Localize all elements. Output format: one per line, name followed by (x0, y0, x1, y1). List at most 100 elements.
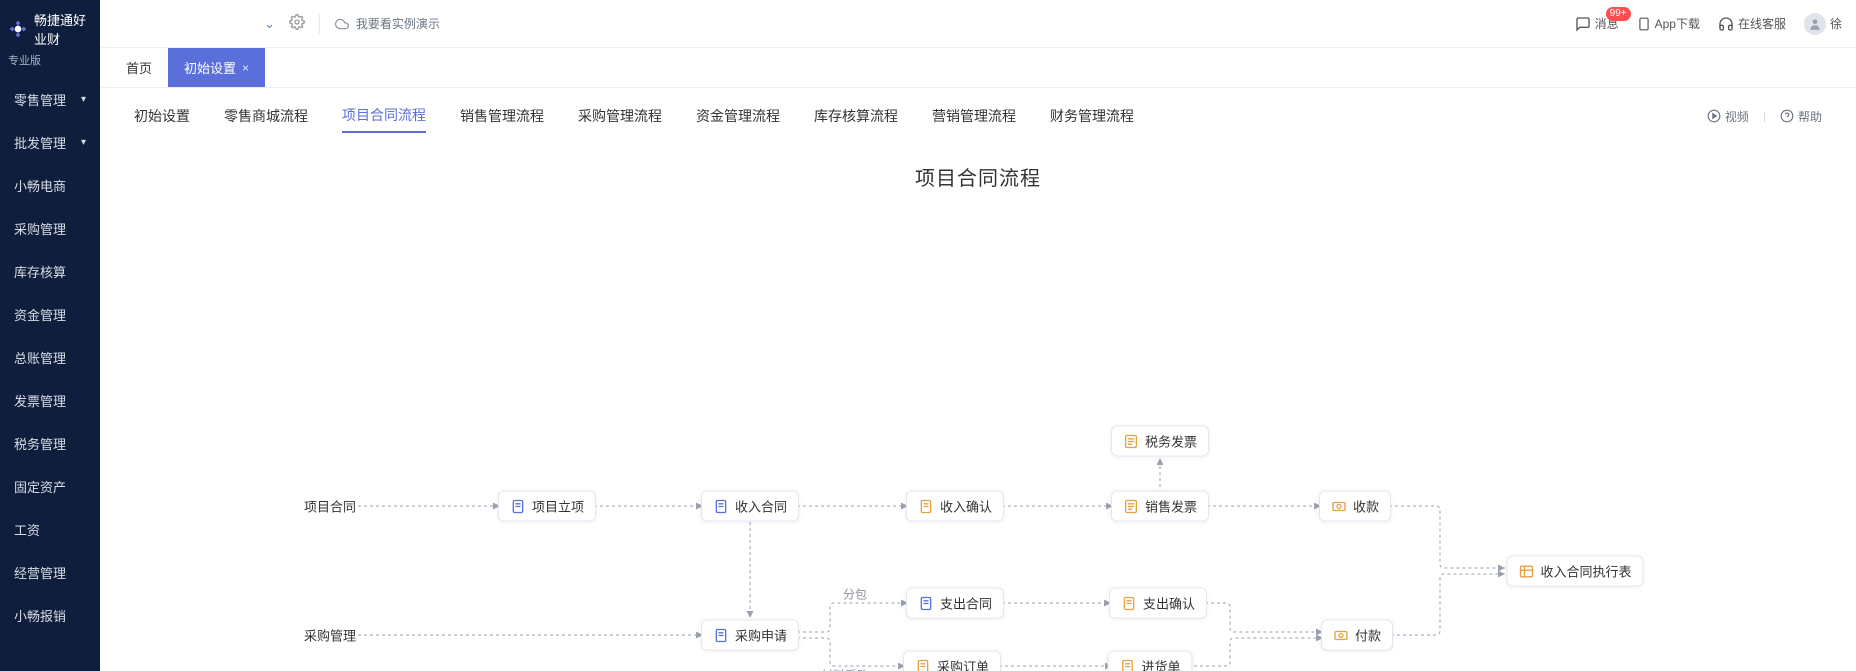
flow-node[interactable]: 销售发票 (1111, 491, 1209, 522)
sidebar-item-label: 工资 (14, 520, 40, 539)
sidebar-item-label: 小畅报销 (14, 606, 66, 625)
subtab[interactable]: 销售管理流程 (460, 100, 544, 132)
flow-node[interactable]: 收入合同 (701, 491, 799, 522)
sidebar-item-label: 总账管理 (14, 348, 66, 367)
flow-node[interactable]: 支出确认 (1109, 588, 1207, 619)
flow-node[interactable]: 付款 (1321, 620, 1393, 651)
sidebar-item[interactable]: 税务管理 (0, 422, 100, 465)
flow-node-label: 采购申请 (735, 626, 787, 645)
page-tab[interactable]: 初始设置 × (168, 48, 265, 87)
flow-node-label: 采购订单 (937, 657, 989, 671)
support-button[interactable]: 在线客服 (1718, 15, 1786, 32)
doc-icon (918, 595, 934, 611)
sidebar-item[interactable]: 发票管理 (0, 379, 100, 422)
subtab[interactable]: 初始设置 (134, 100, 190, 132)
chevron-down-icon: ▾ (81, 137, 86, 148)
flow-node-label: 付款 (1355, 626, 1381, 645)
help-button[interactable]: 帮助 (1780, 108, 1822, 125)
flow-node-label: 收入确认 (940, 497, 992, 516)
sidebar-item[interactable]: 批发管理 ▾ (0, 121, 100, 164)
sidebar-item[interactable]: 采购管理 (0, 207, 100, 250)
user-name: 徐 (1830, 15, 1842, 32)
money-icon (1331, 498, 1347, 514)
flow-node[interactable]: 支出合同 (906, 588, 1004, 619)
flow-edge-label: 材料采购 (821, 667, 869, 671)
org-switcher[interactable]: ⌄ (114, 16, 275, 32)
doc-icon (713, 498, 729, 514)
sidebar-item-label: 零售管理 (14, 90, 66, 109)
doc-icon (918, 498, 934, 514)
cloud-icon (334, 17, 350, 31)
sidebar-item[interactable]: 库存核算 (0, 250, 100, 293)
gear-icon[interactable] (289, 14, 305, 33)
flow-node-label: 销售发票 (1145, 497, 1197, 516)
close-icon[interactable]: × (242, 61, 249, 75)
tab-label: 首页 (126, 58, 152, 77)
flow-node[interactable]: 进货单 (1107, 651, 1192, 671)
subtab[interactable]: 营销管理流程 (932, 100, 1016, 132)
invoice-icon (1123, 433, 1139, 449)
sidebar-item[interactable]: 固定资产 (0, 465, 100, 508)
sidebar: 畅捷通好业财 专业版 零售管理▾批发管理▾小畅电商采购管理库存核算资金管理总账管… (0, 0, 100, 671)
sidebar-item[interactable]: 工资 (0, 508, 100, 551)
subtab[interactable]: 财务管理流程 (1050, 100, 1134, 132)
sidebar-item-label: 采购管理 (14, 219, 66, 238)
subtab[interactable]: 采购管理流程 (578, 100, 662, 132)
flow-node[interactable]: 采购订单 (903, 651, 1001, 671)
help-icon (1780, 109, 1794, 123)
subtab-row: 初始设置 零售商城流程 项目合同流程 销售管理流程 采购管理流程 资金管理流程 库存核算流程… (100, 88, 1856, 144)
sidebar-item-label: 批发管理 (14, 133, 66, 152)
video-help-button[interactable]: 视频 (1707, 108, 1749, 125)
doc-icon (1119, 658, 1135, 671)
page-tabs: 首页 初始设置 × (100, 48, 1856, 88)
flow-node-label: 税务发票 (1145, 432, 1197, 451)
subtab[interactable]: 零售商城流程 (224, 100, 308, 132)
flow-node[interactable]: 采购申请 (701, 620, 799, 651)
avatar-icon (1804, 13, 1826, 35)
flow-node[interactable]: 项目立项 (498, 491, 596, 522)
sidebar-item[interactable]: 小畅报销 (0, 594, 100, 637)
chevron-down-icon: ⌄ (264, 16, 275, 32)
demo-link-label: 我要看实例演示 (356, 15, 440, 32)
doc-icon (713, 627, 729, 643)
sidebar-item[interactable]: 小畅电商 (0, 164, 100, 207)
subtab[interactable]: 资金管理流程 (696, 100, 780, 132)
flow-node-label: 支出合同 (940, 594, 992, 613)
page-tab[interactable]: 首页 (110, 48, 168, 87)
flow-node[interactable]: 收入合同执行表 (1506, 556, 1643, 587)
flow-node-label: 项目立项 (532, 497, 584, 516)
doc-icon (915, 658, 931, 671)
topbar: ⌄ 我要看实例演示 消息 99+ App下载 (100, 0, 1856, 48)
flow-node-label: 支出确认 (1143, 594, 1195, 613)
flow-node[interactable]: 收入确认 (906, 491, 1004, 522)
doc-icon (1121, 595, 1137, 611)
subtab[interactable]: 项目合同流程 (342, 99, 426, 133)
sidebar-item-label: 经营管理 (14, 563, 66, 582)
user-menu[interactable]: 徐 (1804, 13, 1842, 35)
sidebar-item-label: 小畅电商 (14, 176, 66, 195)
sidebar-item[interactable]: 经营管理 (0, 551, 100, 594)
brand-name: 畅捷通好业财 (34, 10, 92, 48)
sidebar-item-label: 库存核算 (14, 262, 66, 281)
messages-button[interactable]: 消息 99+ (1575, 15, 1619, 32)
flow-node[interactable]: 收款 (1319, 491, 1391, 522)
sidebar-item-label: 资金管理 (14, 305, 66, 324)
sidebar-item[interactable]: 总账管理 (0, 336, 100, 379)
app-download-button[interactable]: App下载 (1637, 15, 1700, 32)
flow-node[interactable]: 税务发票 (1111, 426, 1209, 457)
chat-icon (1575, 16, 1591, 32)
subtab[interactable]: 库存核算流程 (814, 100, 898, 132)
flow-node-label: 收款 (1353, 497, 1379, 516)
demo-link[interactable]: 我要看实例演示 (334, 15, 440, 32)
divider (319, 14, 320, 34)
sidebar-item[interactable]: 资金管理 (0, 293, 100, 336)
sidebar-item[interactable]: 零售管理▾ (0, 78, 100, 121)
tab-label: 初始设置 (184, 58, 236, 77)
subtab-right: 视频 | 帮助 (1707, 108, 1822, 125)
brand: 畅捷通好业财 (0, 0, 100, 52)
doc-icon (510, 498, 526, 514)
flow-node-label: 收入合同执行表 (1540, 562, 1631, 581)
support-label: 在线客服 (1738, 15, 1786, 32)
sidebar-nav: 零售管理▾ 批发管理 ▾ 小畅电商采购管理库存核算资金管理总账管理发票管理税务管理固定… (0, 78, 100, 637)
flow-node-label: 进货单 (1141, 657, 1180, 671)
